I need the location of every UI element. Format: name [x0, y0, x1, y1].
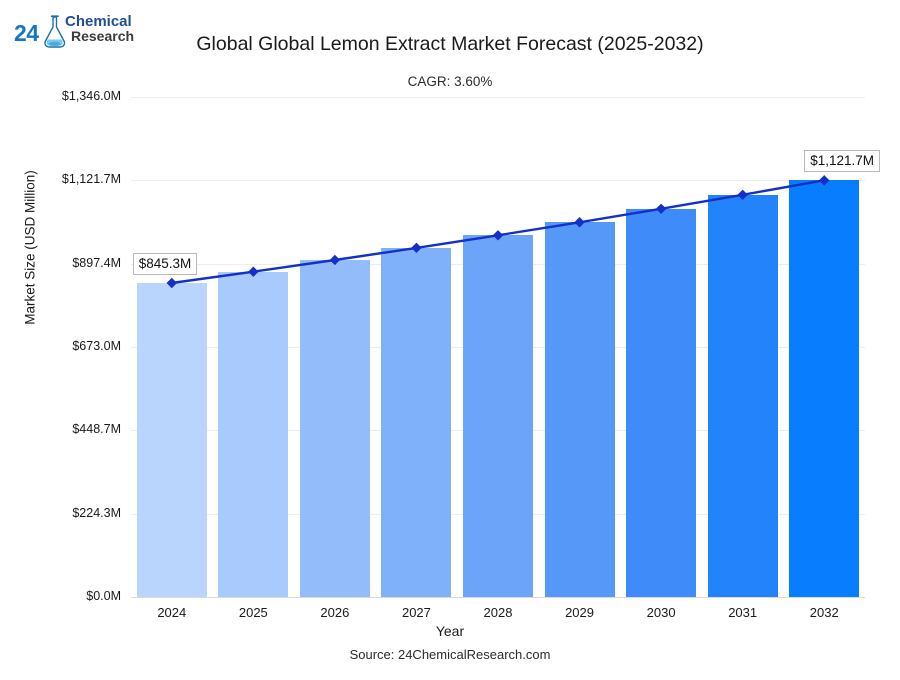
logo-wordmark: Chemical Research: [65, 14, 134, 44]
y-axis-tick-label: $448.7M: [72, 422, 121, 437]
gridline: [131, 180, 865, 181]
x-axis-tick-label-2026: 2026: [320, 605, 350, 620]
chart-subtitle-cagr: CAGR: 3.60%: [407, 74, 493, 89]
bar-2028[interactable]: [463, 235, 533, 597]
chart-title: Global Global Lemon Extract Market Forec…: [196, 33, 704, 55]
x-axis-tick-label-2032: 2032: [809, 605, 839, 620]
bar-2024[interactable]: [136, 283, 207, 597]
x-axis-title: Year: [435, 623, 465, 639]
x-axis-tick-label-2024: 2024: [157, 605, 187, 620]
x-axis-tick-label-2027: 2027: [401, 605, 431, 620]
gridline: [131, 97, 865, 98]
x-axis-baseline: [131, 597, 865, 598]
logo-word-chemical: Chemical: [65, 13, 132, 30]
y-axis-tick-label: $673.0M: [72, 339, 121, 353]
y-axis-tick-label: $897.4M: [72, 255, 121, 270]
y-axis-tick-label: $1,346.0M: [61, 89, 121, 103]
bar-2026[interactable]: [299, 259, 370, 597]
logo-number: 24: [14, 20, 39, 46]
x-axis-tick-label-2028: 2028: [483, 605, 513, 620]
data-label-2024: $845.3M: [132, 252, 198, 275]
y-axis-tick-label: $0.0M: [86, 589, 121, 603]
logo-word-research: Research: [71, 28, 135, 44]
bar-2032[interactable]: [789, 180, 860, 597]
source-note: Source: 24ChemicalResearch.com: [349, 647, 551, 662]
bar-2029[interactable]: [544, 222, 615, 597]
flask-icon: [44, 15, 66, 48]
plot-area: $0.0M $224.3M $448.7M $673.0M $897.4M $1,121.…: [62, 89, 881, 620]
bar-2025[interactable]: [218, 271, 289, 597]
brand-logo: 24 Chemical Research: [14, 12, 134, 52]
bar-2030[interactable]: [626, 208, 697, 597]
data-label-2032: $1,121.7M: [804, 150, 881, 173]
x-axis-tick-label-2029: 2029: [565, 605, 594, 620]
y-axis-tick-label: $1,121.7M: [61, 172, 121, 187]
x-axis-tick-label-2030: 2030: [646, 605, 676, 620]
y-axis-tick-label: $224.3M: [72, 505, 121, 520]
x-axis-tick-label-2025: 2025: [238, 605, 268, 620]
bar-2031[interactable]: [707, 194, 778, 597]
x-axis-tick-label-2031: 2031: [728, 605, 758, 620]
bar-2027[interactable]: [381, 247, 452, 597]
